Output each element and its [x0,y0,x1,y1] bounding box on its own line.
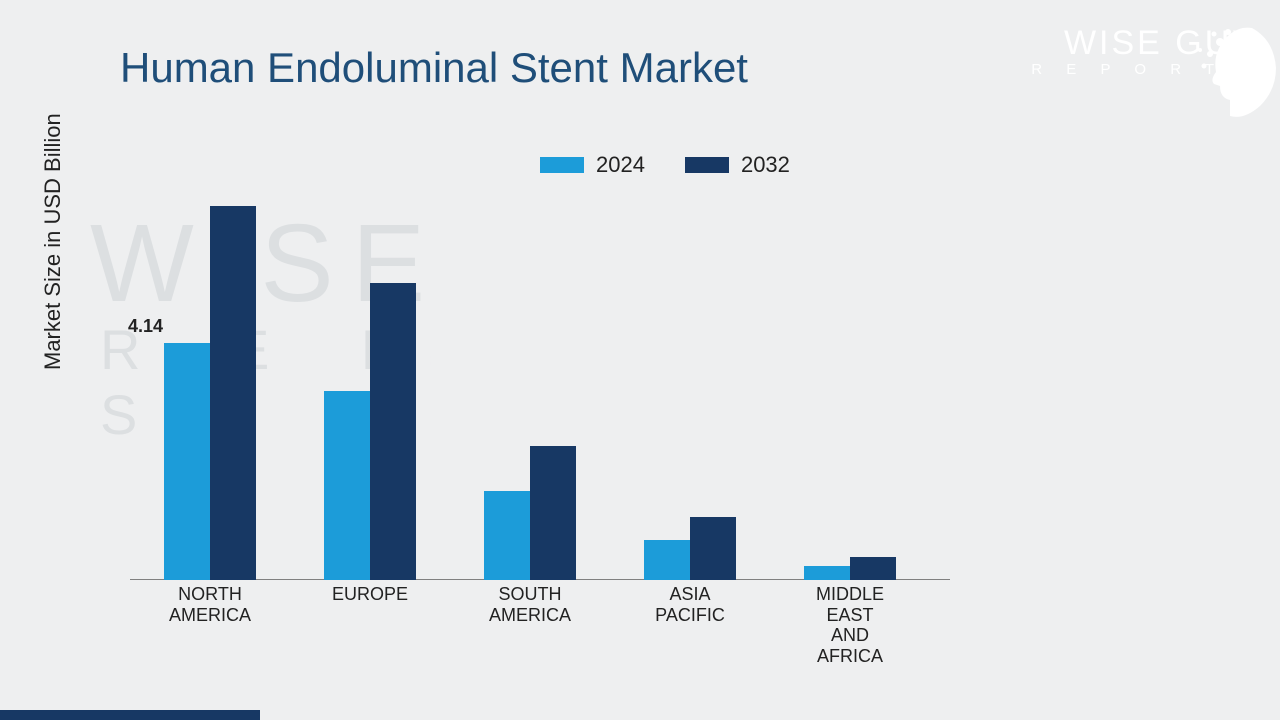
legend-item-2032: 2032 [685,152,790,178]
legend-label-2032: 2032 [741,152,790,178]
x-axis-label: ASIAPACIFIC [620,584,760,625]
x-axis-label: SOUTHAMERICA [460,584,600,625]
bottom-strip [0,710,260,720]
x-axis-label: NORTHAMERICA [140,584,280,625]
y-axis-label: Market Size in USD Billion [40,113,66,370]
bar [370,283,416,580]
chart-title: Human Endoluminal Stent Market [120,44,748,92]
brand-logo: WISE GUY R E P O R T S [1031,24,1258,78]
x-axis-label: EUROPE [300,584,440,605]
bar-group [790,557,910,580]
legend-swatch-2032 [685,157,729,173]
bar [324,391,370,580]
legend-swatch-2024 [540,157,584,173]
bar [804,566,850,580]
x-axis-label: MIDDLEEASTANDAFRICA [780,584,920,667]
stage: WISE GUY R E P O R T S Human Endoluminal… [0,0,1280,720]
bar [484,491,530,580]
plot-area: 4.14 [130,180,950,580]
legend-label-2024: 2024 [596,152,645,178]
bar-group [470,446,590,580]
bar [530,446,576,580]
x-axis-labels: NORTHAMERICA EUROPE SOUTHAMERICA ASIAPACIFI… [130,584,950,684]
bar [210,206,256,580]
bar-group [150,206,270,580]
bar [850,557,896,580]
bar [644,540,690,580]
brand-line1: WISE GUY [1031,24,1258,63]
brand-line2: R E P O R T S [1031,61,1258,78]
bar [690,517,736,580]
legend: 2024 2032 [540,152,790,178]
bar [164,343,210,580]
bar-group [630,517,750,580]
legend-item-2024: 2024 [540,152,645,178]
chart-region: Market Size in USD Billion 4.14 NORTHAME… [50,150,960,690]
bar-group [310,283,430,580]
